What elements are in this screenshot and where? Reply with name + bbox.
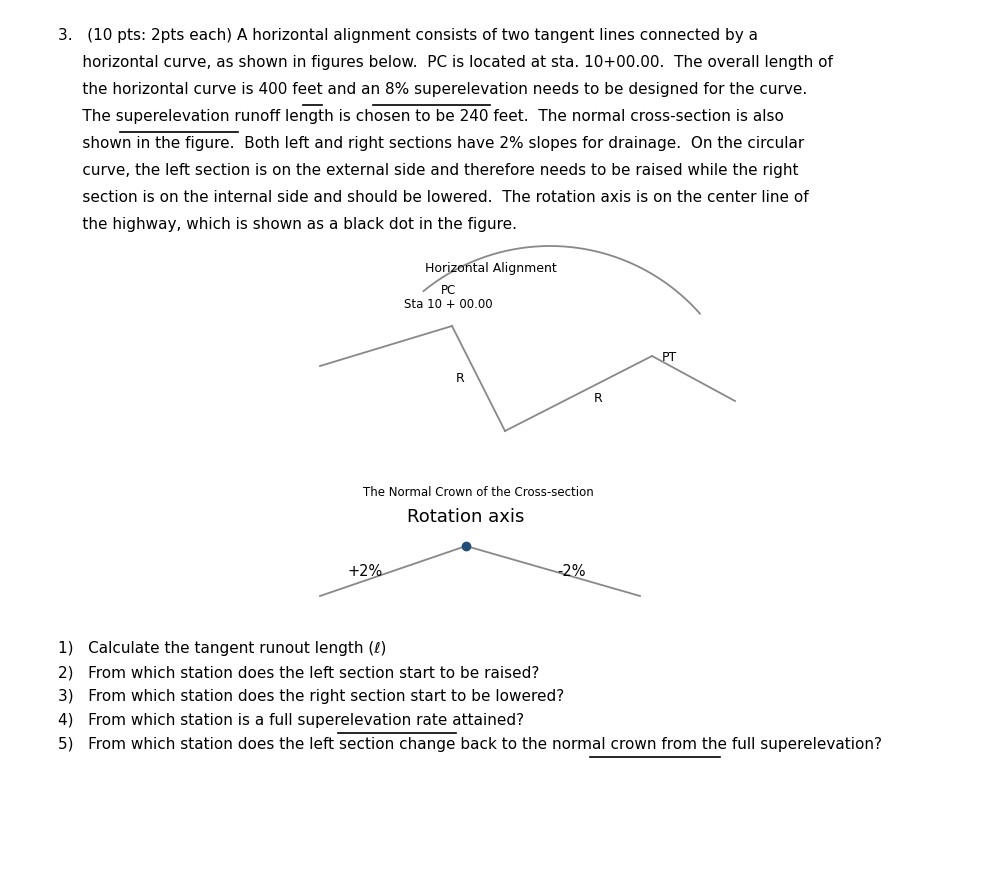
Text: the highway, which is shown as a black dot in the figure.: the highway, which is shown as a black d…	[58, 217, 517, 232]
Text: the horizontal curve is 400 feet and an 8% superelevation needs to be designed f: the horizontal curve is 400 feet and an …	[58, 82, 807, 97]
Text: R: R	[594, 392, 603, 405]
Text: The superelevation runoff length is chosen to be 240 feet.  The normal cross-sec: The superelevation runoff length is chos…	[58, 109, 783, 124]
Text: 3)   From which station does the right section start to be lowered?: 3) From which station does the right sec…	[58, 689, 564, 704]
Text: section is on the internal side and should be lowered.  The rotation axis is on : section is on the internal side and shou…	[58, 190, 809, 205]
Text: 5)   From which station does the left section change back to the normal crown fr: 5) From which station does the left sect…	[58, 737, 882, 752]
Text: The Normal Crown of the Cross-section: The Normal Crown of the Cross-section	[363, 486, 594, 499]
Text: horizontal curve, as shown in figures below.  PC is located at sta. 10+00.00.  T: horizontal curve, as shown in figures be…	[58, 55, 833, 70]
Text: curve, the left section is on the external side and therefore needs to be raised: curve, the left section is on the extern…	[58, 163, 798, 178]
Text: -2%: -2%	[557, 563, 586, 579]
Text: 3.   (10 pts: 2pts each) A horizontal alignment consists of two tangent lines co: 3. (10 pts: 2pts each) A horizontal alig…	[58, 28, 758, 43]
Text: +2%: +2%	[347, 563, 382, 579]
Text: 4)   From which station is a full superelevation rate attained?: 4) From which station is a full superele…	[58, 713, 524, 728]
Text: R: R	[456, 372, 465, 385]
Text: PC: PC	[440, 284, 456, 297]
Text: PT: PT	[662, 351, 677, 364]
Text: Horizontal Alignment: Horizontal Alignment	[425, 262, 557, 275]
Text: Rotation axis: Rotation axis	[407, 508, 525, 526]
Text: Sta 10 + 00.00: Sta 10 + 00.00	[404, 298, 492, 311]
Text: shown in the figure.  Both left and right sections have 2% slopes for drainage. : shown in the figure. Both left and right…	[58, 136, 804, 151]
Text: 1)   Calculate the tangent runout length (ℓ): 1) Calculate the tangent runout length (…	[58, 641, 386, 656]
Text: 2)   From which station does the left section start to be raised?: 2) From which station does the left sect…	[58, 665, 540, 680]
